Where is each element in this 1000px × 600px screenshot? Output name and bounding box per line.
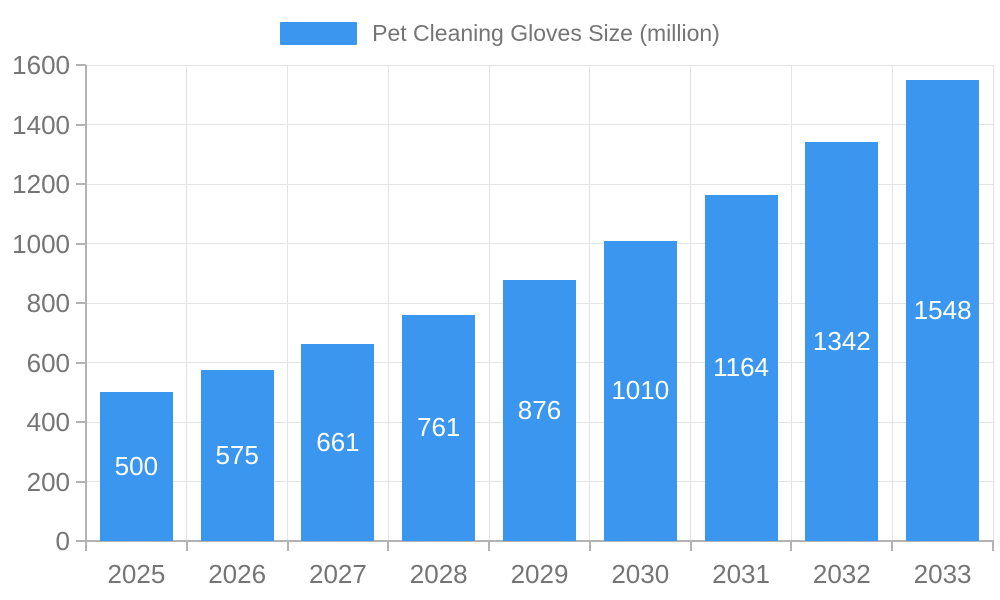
bar-value-label: 761 — [417, 412, 461, 443]
h-gridline — [86, 183, 993, 185]
y-tick-mark — [76, 540, 86, 542]
bar-2028[interactable]: 761 — [402, 314, 476, 541]
bar-value-label: 661 — [316, 427, 360, 458]
x-tick-label: 2027 — [309, 559, 367, 589]
y-tick-mark — [76, 183, 86, 185]
y-tick-mark — [76, 421, 86, 423]
bar-value-label: 1010 — [611, 375, 670, 406]
x-tick-mark — [992, 541, 994, 551]
y-tick-mark — [76, 480, 86, 483]
v-gridline — [690, 65, 692, 541]
legend-swatch — [280, 21, 358, 45]
bar-2027[interactable]: 661 — [301, 344, 375, 541]
x-tick-mark — [689, 541, 692, 551]
bar-2030[interactable]: 1010 — [603, 240, 677, 541]
x-tick-label: 2029 — [510, 559, 569, 589]
h-gridline — [86, 64, 993, 66]
v-gridline — [186, 65, 188, 541]
legend-label: Pet Cleaning Gloves Size (million) — [372, 19, 720, 46]
x-tick-label: 2030 — [611, 559, 670, 589]
bar-value-label: 1164 — [713, 352, 769, 383]
x-tick-label: 2033 — [913, 559, 972, 589]
x-axis-line — [85, 540, 994, 542]
bar-2031[interactable]: 1164 — [704, 194, 778, 541]
y-tick-label: 1600 — [12, 50, 70, 80]
y-tick-mark — [76, 64, 86, 66]
y-tick-label: 0 — [55, 526, 70, 556]
bar-2029[interactable]: 876 — [503, 280, 576, 541]
v-gridline — [488, 65, 490, 541]
x-tick-label: 2025 — [107, 559, 166, 589]
x-tick-mark — [891, 541, 894, 551]
bar-value-label: 575 — [215, 439, 259, 470]
bar-value-label: 876 — [517, 395, 562, 426]
x-tick-mark — [387, 541, 390, 551]
y-tick-mark — [76, 361, 86, 364]
v-gridline — [589, 65, 591, 541]
y-tick-mark — [76, 123, 86, 126]
y-tick-mark — [76, 242, 86, 245]
y-tick-mark — [76, 302, 86, 304]
bar-value-label: 1342 — [812, 325, 871, 356]
chart-legend[interactable]: Pet Cleaning Gloves Size (million) — [0, 19, 1000, 46]
x-tick-mark — [185, 541, 188, 551]
y-tick-label: 1200 — [12, 169, 70, 199]
x-tick-mark — [286, 541, 289, 551]
x-tick-label: 2028 — [409, 559, 468, 589]
v-gridline — [287, 65, 289, 541]
h-gridline — [86, 124, 993, 125]
y-tick-label: 400 — [26, 407, 70, 437]
x-tick-mark — [790, 541, 793, 551]
v-gridline — [790, 65, 792, 541]
y-tick-label: 200 — [26, 466, 70, 497]
x-tick-label: 2026 — [208, 559, 267, 589]
y-tick-label: 600 — [26, 347, 70, 378]
bar-2033[interactable]: 1548 — [906, 80, 980, 541]
bar-2032[interactable]: 1342 — [805, 141, 879, 541]
bar-2026[interactable]: 575 — [200, 369, 274, 541]
bar-value-label: 500 — [114, 451, 159, 482]
y-tick-label: 800 — [26, 288, 70, 318]
x-tick-mark — [85, 541, 87, 551]
bar-value-label: 1548 — [913, 295, 972, 326]
v-gridline — [891, 65, 893, 541]
x-tick-label: 2031 — [712, 559, 770, 589]
x-tick-mark — [588, 541, 591, 551]
h-gridline — [86, 243, 993, 244]
x-tick-mark — [488, 541, 491, 551]
bar-2025[interactable]: 500 — [99, 392, 173, 541]
x-tick-label: 2032 — [812, 559, 871, 589]
y-tick-label: 1000 — [12, 228, 70, 259]
y-tick-label: 1400 — [12, 109, 70, 140]
v-gridline — [387, 65, 389, 541]
y-axis-line — [85, 65, 87, 541]
v-gridline — [992, 65, 994, 541]
